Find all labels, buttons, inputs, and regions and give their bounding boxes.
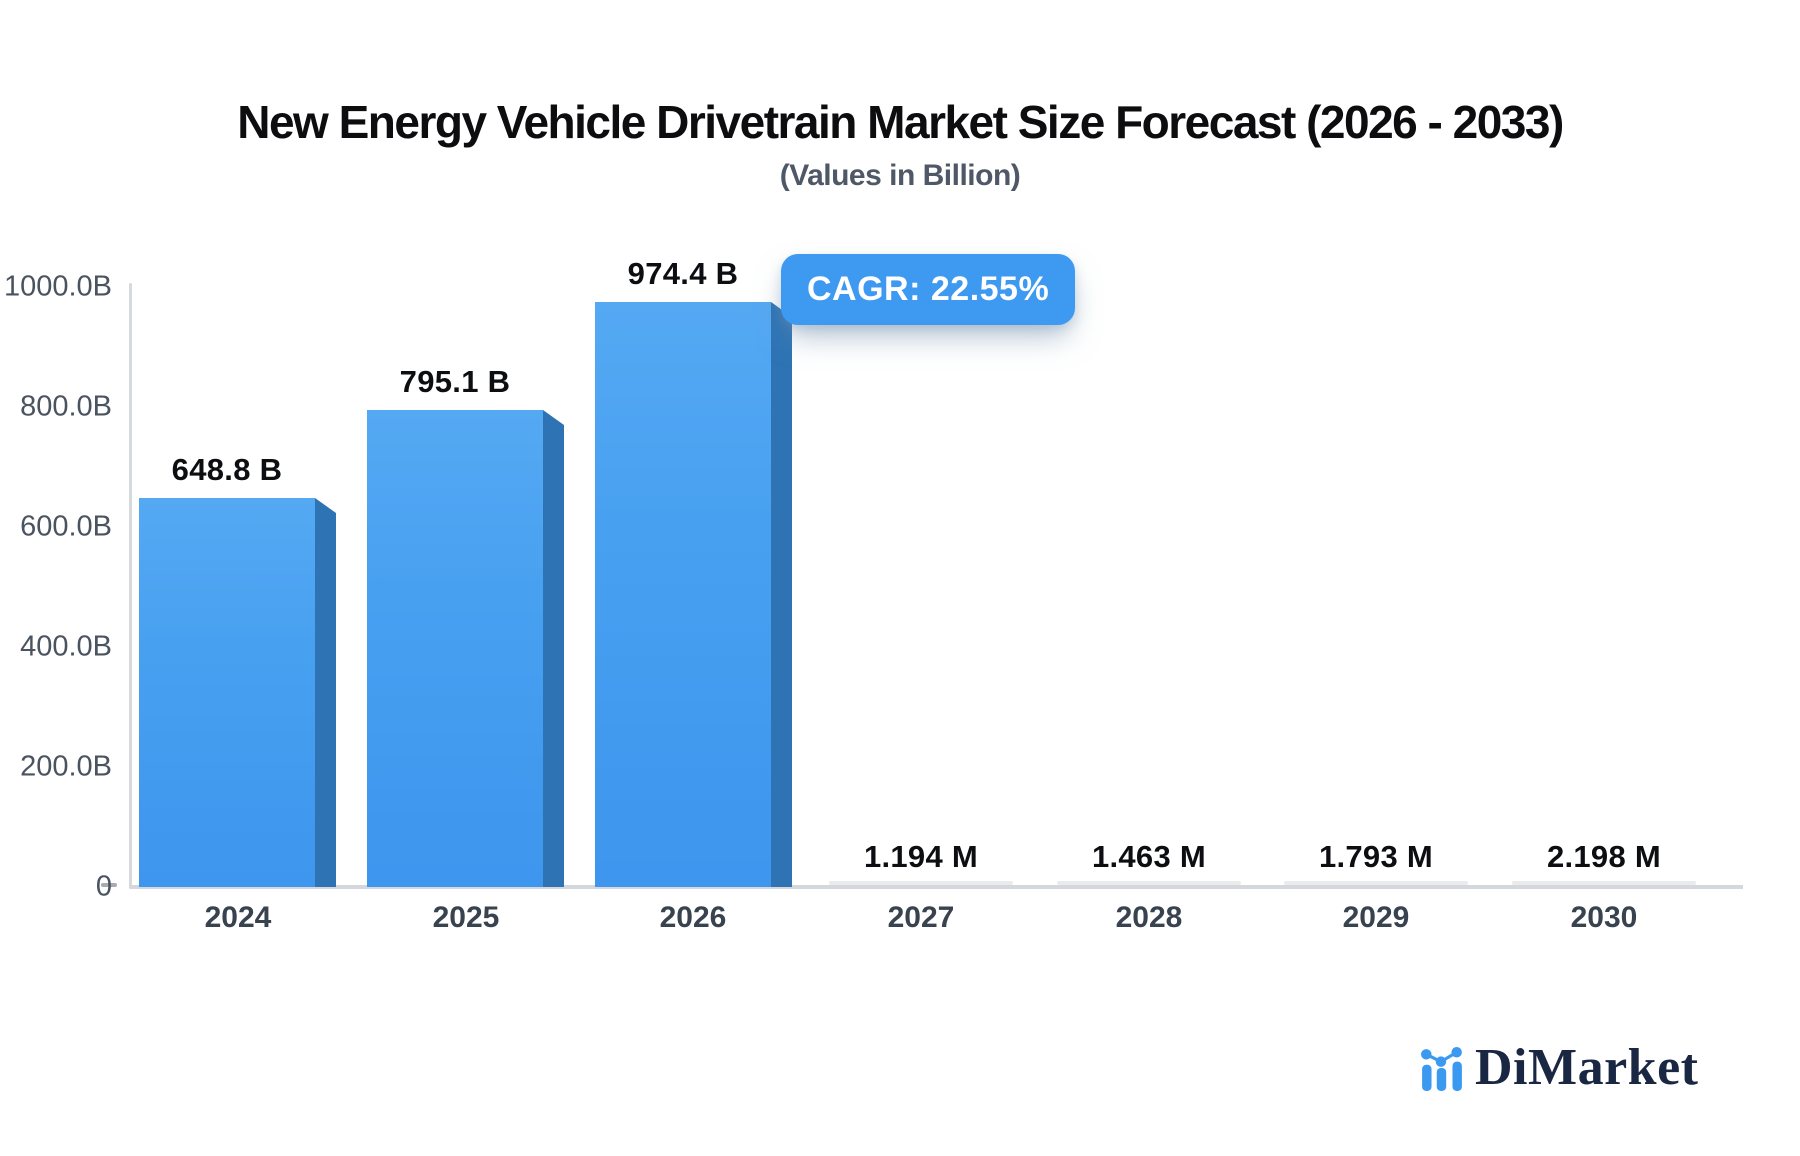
- y-axis-tick-label: 200.0B: [20, 750, 112, 783]
- bar-value-label: 2.198 M: [1546, 839, 1662, 874]
- x-axis-tick-label: 2030: [1570, 901, 1638, 934]
- brand-name: DiMarket: [1475, 1039, 1699, 1096]
- bar-value-label: 1.463 M: [1091, 839, 1207, 874]
- bar-2027: [829, 881, 1013, 885]
- bar-front-face: [595, 302, 771, 887]
- bar-value-label: 974.4 B: [627, 256, 739, 291]
- x-axis-line: [130, 885, 1743, 889]
- bar-value-label: 795.1 B: [399, 364, 511, 399]
- y-axis-tick-label: 600.0B: [20, 510, 112, 543]
- x-axis-tick-label: 2029: [1342, 901, 1410, 934]
- bar-2025: [367, 410, 564, 887]
- bar-side-face: [315, 498, 336, 887]
- zero-tick-mark: [101, 883, 117, 887]
- y-axis-tick-label: 800.0B: [20, 390, 112, 423]
- x-axis-tick-label: 2024: [204, 901, 272, 934]
- brand-watermark: DiMarket: [1421, 1039, 1699, 1096]
- chart-title: New Energy Vehicle Drivetrain Market Siz…: [237, 96, 1564, 148]
- bar-value-label: 1.793 M: [1318, 839, 1434, 874]
- bar-front-face: [139, 498, 315, 887]
- bar-2029: [1284, 881, 1468, 885]
- bar-front-face: [367, 410, 543, 887]
- bar-side-face: [543, 410, 564, 887]
- bar-2030: [1512, 881, 1696, 885]
- y-axis-tick-label: 1000.0B: [3, 270, 112, 303]
- y-axis-tick-label: 0: [95, 870, 112, 903]
- y-axis-tick-label: 400.0B: [20, 630, 112, 663]
- cagr-badge: CAGR: 22.55%: [781, 254, 1076, 325]
- x-axis-tick-label: 2025: [432, 901, 500, 934]
- bar-side-face: [771, 302, 792, 887]
- bar-2026: [595, 302, 792, 887]
- x-axis-tick-label: 2027: [887, 901, 955, 934]
- bar-line-chart-icon: [1421, 1047, 1462, 1091]
- bar-2024: [139, 498, 336, 887]
- y-axis-line: [129, 283, 132, 889]
- chart-subtitle: (Values in Billion): [779, 159, 1021, 192]
- cagr-badge-label: CAGR: 22.55%: [807, 270, 1050, 308]
- x-axis-tick-label: 2028: [1115, 901, 1183, 934]
- bar-value-label: 648.8 B: [171, 452, 283, 487]
- x-axis-tick-label: 2026: [659, 901, 727, 934]
- bar-2028: [1057, 881, 1241, 885]
- bar-value-label: 1.194 M: [863, 839, 979, 874]
